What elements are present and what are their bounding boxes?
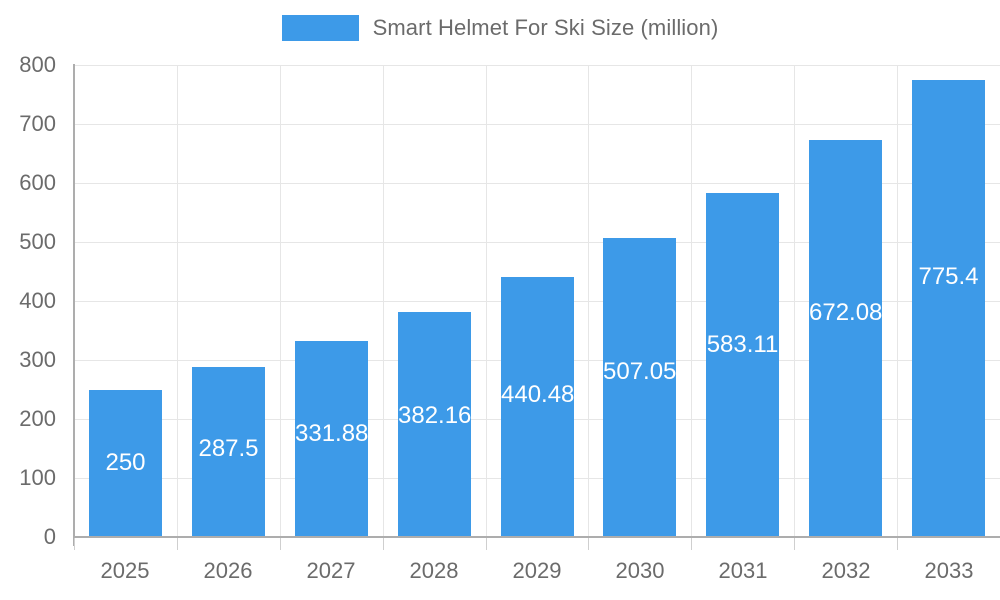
gridline-vertical — [588, 65, 589, 537]
bar-value-label: 440.48 — [501, 381, 575, 409]
gridline-vertical — [691, 65, 692, 537]
y-axis-tick-label: 600 — [19, 170, 56, 195]
x-axis-tick-label: 2028 — [409, 558, 459, 583]
x-axis-tick-label: 2030 — [615, 558, 665, 583]
x-axis-tick-label: 2029 — [512, 558, 562, 583]
y-axis-tick-label: 200 — [19, 406, 56, 431]
x-axis-tick-mark — [897, 538, 898, 550]
y-axis-tick-label: 700 — [19, 111, 56, 136]
gridline-vertical — [280, 65, 281, 537]
y-axis-tick-label: 500 — [19, 229, 56, 254]
x-axis-tick-mark — [794, 538, 795, 550]
gridline-vertical — [486, 65, 487, 537]
y-axis-line — [73, 64, 75, 546]
x-axis-tick-mark — [74, 538, 75, 550]
gridline-vertical — [897, 65, 898, 537]
legend-color-swatch[interactable] — [281, 14, 359, 41]
bar-value-label: 672.08 — [809, 299, 883, 327]
bar-value-label: 287.5 — [198, 435, 259, 463]
plot-area: 250 287.5 331.88 382.16 440.48 507.05 583.11 67… — [74, 65, 1000, 538]
x-axis-tick-label: 2026 — [203, 558, 253, 583]
bar[interactable]: 775.4 — [912, 79, 985, 537]
gridline-horizontal — [74, 183, 1000, 184]
x-axis-tick-label: 2027 — [306, 558, 356, 583]
y-axis-tick-labels: 0 100 200 300 400 500 600 700 800 — [0, 0, 66, 600]
bar-value-label: 583.11 — [706, 330, 779, 358]
x-axis-tick-label: 2031 — [718, 558, 768, 583]
y-axis-tick-label: 0 — [43, 524, 56, 549]
y-axis-tick-label: 800 — [19, 52, 56, 77]
bar-value-label: 507.05 — [603, 357, 677, 385]
bar[interactable]: 440.48 — [501, 277, 574, 537]
y-axis-tick-label: 400 — [19, 288, 56, 313]
gridline-horizontal — [74, 65, 1000, 66]
bar[interactable]: 507.05 — [603, 237, 677, 537]
y-axis-tick-label: 100 — [19, 465, 56, 490]
x-axis-tick-label: 2033 — [924, 558, 974, 583]
x-axis-line — [74, 536, 1000, 538]
x-axis-tick-label: 2025 — [100, 558, 150, 583]
bar-value-label: 250 — [105, 448, 146, 476]
bar-value-label: 382.16 — [398, 401, 472, 429]
x-axis-tick-label: 2032 — [821, 558, 871, 583]
gridline-horizontal — [74, 242, 1000, 243]
gridline-vertical — [383, 65, 384, 537]
chart-legend: Smart Helmet For Ski Size (million) — [0, 0, 1000, 55]
gridline-vertical — [794, 65, 795, 537]
bar[interactable]: 331.88 — [295, 341, 368, 537]
bar[interactable]: 382.16 — [398, 311, 472, 537]
gridline-vertical — [177, 65, 178, 537]
gridline-horizontal — [74, 124, 1000, 125]
bar[interactable]: 583.11 — [706, 192, 779, 537]
x-axis-tick-mark — [177, 538, 178, 550]
bar-value-label: 775.4 — [918, 262, 979, 290]
x-axis-tick-mark — [588, 538, 589, 550]
bar[interactable]: 672.08 — [809, 140, 882, 537]
y-axis-tick-label: 300 — [19, 347, 56, 372]
bar[interactable]: 250 — [89, 389, 162, 537]
bar-value-label: 331.88 — [295, 419, 369, 447]
x-axis-tick-mark — [486, 538, 487, 550]
bar[interactable]: 287.5 — [192, 367, 265, 537]
legend-label: Smart Helmet For Ski Size (million) — [372, 14, 719, 40]
x-axis-tick-mark — [383, 538, 384, 550]
x-axis-tick-mark — [691, 538, 692, 550]
x-axis-tick-mark — [280, 538, 281, 550]
